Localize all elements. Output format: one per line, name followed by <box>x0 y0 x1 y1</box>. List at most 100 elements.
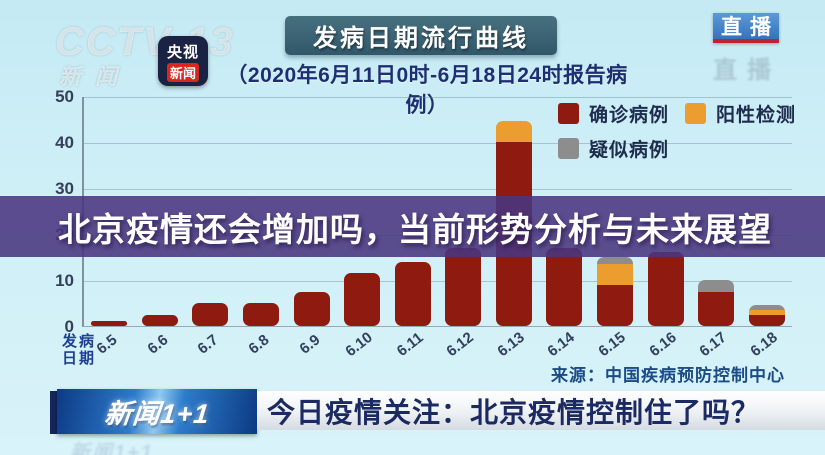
y-tick-50: 50 <box>55 87 74 106</box>
bar-6.5 <box>91 321 128 326</box>
program-logo-ghost: 新闻1+1 <box>70 442 154 455</box>
bar-6.10-segment-确诊病例 <box>344 273 381 326</box>
bar-6.8 <box>243 303 280 326</box>
channel-watermark-line2: 新闻 <box>59 64 132 89</box>
ticker-headline: 今日疫情关注：北京疫情控制住了吗？ <box>267 396 761 428</box>
legend-swatch-suspected <box>558 138 579 159</box>
overlay-headline: 北京疫情还会增加吗，当前形势分析与未来展望 <box>58 210 772 248</box>
legend-label-suspected: 疑似病例 <box>589 140 670 161</box>
legend-label-positive: 阳性检测 <box>716 105 797 126</box>
bar-slot-6.16: 6.16 <box>640 97 691 360</box>
x-tick-6.9: 6.9 <box>296 331 323 358</box>
bar-6.11-segment-确诊病例 <box>394 261 431 326</box>
bar-6.9 <box>293 291 330 326</box>
legend-item-confirmed: 确诊病例 <box>558 100 671 127</box>
chart-title-banner: 发病日期流行曲线 <box>285 16 557 55</box>
gridline-10 <box>84 281 792 282</box>
legend-label-confirmed: 确诊病例 <box>589 105 670 126</box>
bar-6.7 <box>192 303 229 326</box>
bar-6.11 <box>394 261 431 326</box>
x-tick-6.15: 6.15 <box>595 328 629 361</box>
bar-6.17-segment-确诊病例 <box>698 291 735 326</box>
bar-slot-6.10: 6.10 <box>337 97 388 360</box>
x-axis-title-line1: 发病 <box>62 333 97 350</box>
y-tick-10: 10 <box>55 271 74 290</box>
logo-line2: 新闻 <box>166 62 199 82</box>
bar-6.6 <box>141 314 178 326</box>
bar-slot-6.18: 6.18 <box>742 97 793 360</box>
gridline-50 <box>84 97 792 98</box>
legend-item-positive: 阳性检测 <box>685 100 798 127</box>
x-tick-6.13: 6.13 <box>494 328 528 361</box>
x-tick-6.14: 6.14 <box>544 328 579 361</box>
live-badge: 直播 <box>713 13 779 43</box>
bar-6.14-segment-确诊病例 <box>546 247 583 326</box>
cctv-news-logo: 央视 新闻 <box>158 36 208 86</box>
x-tick-6.10: 6.10 <box>342 328 376 361</box>
legend-swatch-positive <box>685 103 706 124</box>
bar-6.14 <box>546 247 583 326</box>
x-axis-title: 发病 日期 <box>62 333 96 368</box>
bar-6.7-segment-确诊病例 <box>192 303 229 326</box>
x-tick-6.12: 6.12 <box>443 328 478 361</box>
ticker-bar: 今日疫情关注：北京疫情控制住了吗？ <box>257 391 825 430</box>
x-tick-6.8: 6.8 <box>245 331 273 358</box>
bar-6.5-segment-确诊病例 <box>91 321 128 326</box>
bar-slot-6.6: 6.6 <box>135 97 186 358</box>
x-tick-6.16: 6.16 <box>645 328 680 361</box>
legend-item-suspected: 疑似病例 <box>558 135 671 162</box>
bar-6.15-segment-确诊病例 <box>597 284 634 326</box>
gridline-30 <box>84 189 792 190</box>
data-source-note: 来源：中国疾病预防控制中心 <box>551 366 785 385</box>
chart-legend: 确诊病例 阳性检测 疑似病例 <box>558 100 798 162</box>
bar-6.17-segment-疑似病例 <box>698 280 735 292</box>
bar-6.10 <box>344 273 381 326</box>
bar-6.18-segment-阳性检测 <box>748 309 785 315</box>
x-tick-6.6: 6.6 <box>144 331 172 358</box>
live-badge-ghost: 直播 <box>713 57 781 84</box>
bar-6.18-segment-确诊病例 <box>748 314 785 326</box>
x-tick-6.7: 6.7 <box>194 331 222 358</box>
ticker-left-edge <box>50 391 57 434</box>
y-tick-0: 0 <box>64 317 74 336</box>
bar-slot-6.8: 6.8 <box>236 97 287 358</box>
y-tick-30: 30 <box>55 179 74 198</box>
gridline-40 <box>84 143 792 144</box>
bar-slot-6.7: 6.7 <box>185 97 236 358</box>
bar-6.18 <box>748 305 785 326</box>
bar-slot-6.11: 6.11 <box>387 97 438 360</box>
x-tick-6.5: 6.5 <box>93 331 121 358</box>
program-logo-text: 新闻1+1 <box>102 399 211 429</box>
bar-slot-6.9: 6.9 <box>286 97 337 358</box>
x-axis-title-line2: 日期 <box>62 350 97 368</box>
logo-line1: 央视 <box>166 43 199 61</box>
bar-6.15-segment-阳性检测 <box>597 263 634 285</box>
bar-6.12 <box>445 247 482 326</box>
bar-6.17 <box>698 280 735 326</box>
bar-6.15 <box>597 257 634 326</box>
bars-row: 6.5 6.6 6.7 6.8 6.9 6.10 6.11 6.12 6.13 6.14 6.15 6… <box>84 97 793 360</box>
bar-slot-6.17: 6.17 <box>691 97 742 360</box>
x-tick-6.17: 6.17 <box>696 328 731 361</box>
bar-6.8-segment-确诊病例 <box>243 303 280 326</box>
bar-slot-6.15: 6.15 <box>590 97 641 360</box>
bar-slot-6.12: 6.12 <box>438 97 489 360</box>
y-tick-40: 40 <box>55 133 74 152</box>
bar-6.18-segment-疑似病例 <box>748 305 785 310</box>
bar-6.6-segment-确诊病例 <box>141 314 178 326</box>
legend-swatch-confirmed <box>558 103 579 124</box>
bar-slot-6.5: 6.5 <box>84 97 135 358</box>
chart-subtitle: （2020年6月11日0时-6月18日24时报告病例） <box>226 64 628 117</box>
bar-6.16-segment-确诊病例 <box>647 252 684 326</box>
bar-6.16 <box>647 252 684 326</box>
bar-6.9-segment-确诊病例 <box>293 291 330 326</box>
bar-6.13-segment-阳性检测 <box>495 121 532 142</box>
bar-6.12-segment-确诊病例 <box>445 247 482 326</box>
x-tick-6.18: 6.18 <box>747 328 781 361</box>
program-logo: 新闻1+1 <box>57 389 257 434</box>
x-tick-6.11: 6.11 <box>393 329 427 360</box>
overlay-band: 北京疫情还会增加吗，当前形势分析与未来展望 <box>0 196 825 257</box>
bar-6.15-segment-疑似病例 <box>597 257 634 264</box>
bar-slot-6.14: 6.14 <box>539 97 590 360</box>
